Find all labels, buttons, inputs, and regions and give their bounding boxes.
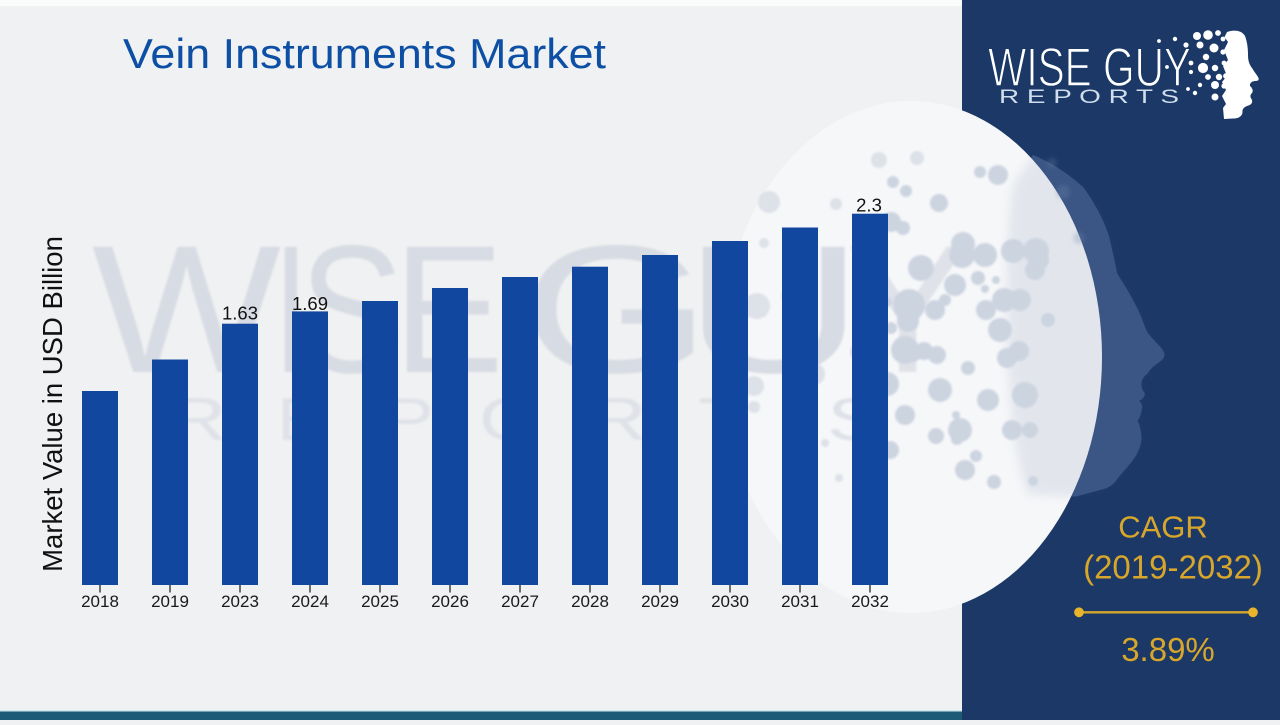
svg-text:WISE GUY: WISE GUY xyxy=(988,36,1191,98)
svg-text:2031: 2031 xyxy=(781,592,819,611)
svg-text:2028: 2028 xyxy=(571,592,609,611)
svg-text:Market Value in USD Billion: Market Value in USD Billion xyxy=(37,236,68,572)
svg-text:2.3: 2.3 xyxy=(856,195,882,216)
svg-text:CAGR: CAGR xyxy=(1118,510,1208,545)
svg-text:3.89%: 3.89% xyxy=(1121,631,1215,668)
svg-text:2024: 2024 xyxy=(291,592,329,611)
svg-text:1.63: 1.63 xyxy=(222,303,258,324)
svg-text:2027: 2027 xyxy=(501,592,539,611)
svg-text:2023: 2023 xyxy=(221,592,259,611)
svg-text:R E P O R T S: R E P O R T S xyxy=(999,86,1179,108)
svg-text:G: G xyxy=(521,207,711,411)
svg-text:2030: 2030 xyxy=(711,592,749,611)
svg-text:2029: 2029 xyxy=(641,592,679,611)
svg-text:2019: 2019 xyxy=(151,592,189,611)
svg-text:1.69: 1.69 xyxy=(292,293,328,314)
svg-text:U: U xyxy=(684,207,864,411)
svg-text:2025: 2025 xyxy=(361,592,399,611)
svg-text:2018: 2018 xyxy=(81,592,119,611)
svg-text:2032: 2032 xyxy=(851,592,889,611)
svg-text:Vein Instruments Market: Vein Instruments Market xyxy=(123,30,606,77)
svg-text:(2019-2032): (2019-2032) xyxy=(1083,549,1263,586)
svg-text:2026: 2026 xyxy=(431,592,469,611)
